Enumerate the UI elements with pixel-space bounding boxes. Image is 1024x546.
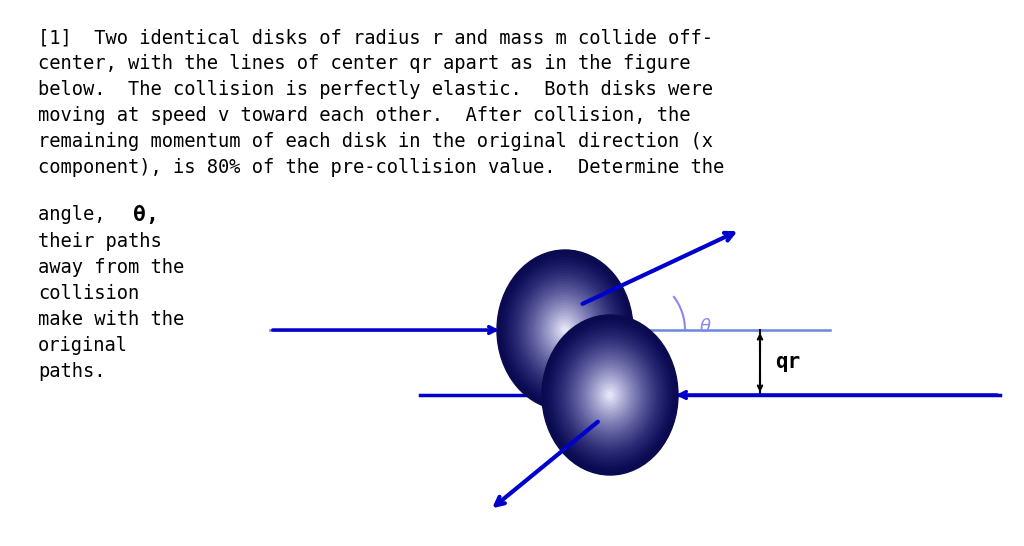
Ellipse shape	[502, 256, 629, 405]
Ellipse shape	[569, 347, 651, 443]
Ellipse shape	[547, 308, 583, 351]
Text: center, with the lines of center qr apart as in the figure: center, with the lines of center qr apar…	[38, 54, 690, 73]
Ellipse shape	[590, 371, 631, 419]
Ellipse shape	[547, 321, 674, 470]
Ellipse shape	[562, 339, 657, 451]
Ellipse shape	[508, 263, 622, 396]
Ellipse shape	[560, 336, 659, 454]
Ellipse shape	[511, 266, 620, 394]
Ellipse shape	[556, 331, 665, 459]
Ellipse shape	[588, 369, 633, 422]
Ellipse shape	[560, 325, 569, 335]
Ellipse shape	[540, 301, 590, 359]
Ellipse shape	[549, 323, 671, 467]
Ellipse shape	[607, 393, 612, 397]
Ellipse shape	[554, 317, 577, 343]
Ellipse shape	[551, 314, 579, 346]
Ellipse shape	[563, 328, 567, 333]
Ellipse shape	[583, 363, 637, 427]
Ellipse shape	[594, 376, 626, 414]
Ellipse shape	[558, 334, 663, 456]
Text: their paths: their paths	[38, 232, 162, 251]
Ellipse shape	[528, 287, 601, 373]
Text: away from the: away from the	[38, 258, 184, 277]
Ellipse shape	[601, 384, 620, 406]
Ellipse shape	[513, 269, 617, 391]
Ellipse shape	[549, 311, 581, 349]
Ellipse shape	[596, 379, 624, 411]
Ellipse shape	[538, 298, 592, 362]
Ellipse shape	[519, 277, 610, 383]
Ellipse shape	[500, 253, 631, 407]
Ellipse shape	[522, 280, 608, 381]
Ellipse shape	[526, 284, 603, 375]
Ellipse shape	[575, 355, 644, 435]
Ellipse shape	[551, 325, 669, 464]
Text: moving at speed v toward each other.  After collision, the: moving at speed v toward each other. Aft…	[38, 106, 690, 125]
Ellipse shape	[545, 318, 676, 472]
Text: [1]  Two identical disks of radius r and mass m collide off-: [1] Two identical disks of radius r and …	[38, 28, 713, 47]
Ellipse shape	[573, 352, 646, 438]
Ellipse shape	[605, 390, 614, 400]
Text: angle,: angle,	[38, 205, 117, 224]
Ellipse shape	[531, 290, 599, 370]
Ellipse shape	[564, 342, 655, 448]
Text: original: original	[38, 336, 128, 355]
Ellipse shape	[592, 373, 628, 417]
Text: paths.: paths.	[38, 362, 105, 381]
Ellipse shape	[599, 382, 622, 408]
Text: θ: θ	[700, 318, 711, 336]
Ellipse shape	[497, 250, 633, 410]
Text: qr: qr	[775, 352, 800, 372]
Ellipse shape	[534, 293, 597, 367]
Ellipse shape	[571, 349, 648, 440]
Ellipse shape	[536, 295, 595, 365]
Ellipse shape	[603, 387, 616, 403]
Text: below.  The collision is perfectly elastic.  Both disks were: below. The collision is perfectly elasti…	[38, 80, 713, 99]
Ellipse shape	[585, 366, 635, 424]
Ellipse shape	[558, 322, 571, 338]
Text: remaining momentum of each disk in the original direction (x: remaining momentum of each disk in the o…	[38, 132, 713, 151]
Ellipse shape	[504, 258, 627, 402]
Ellipse shape	[581, 360, 639, 430]
Ellipse shape	[556, 319, 574, 341]
Ellipse shape	[517, 274, 612, 386]
Ellipse shape	[515, 271, 614, 389]
Text: make with the: make with the	[38, 310, 184, 329]
Ellipse shape	[506, 260, 624, 399]
Text: component), is 80% of the pre-collision value.  Determine the: component), is 80% of the pre-collision …	[38, 158, 724, 177]
Ellipse shape	[579, 358, 642, 432]
Text: θ,: θ,	[133, 205, 159, 225]
Ellipse shape	[524, 282, 606, 378]
Ellipse shape	[567, 345, 653, 446]
Text: collision: collision	[38, 284, 139, 303]
Ellipse shape	[542, 315, 678, 475]
Ellipse shape	[545, 306, 586, 354]
Ellipse shape	[553, 328, 667, 462]
Ellipse shape	[543, 304, 588, 357]
